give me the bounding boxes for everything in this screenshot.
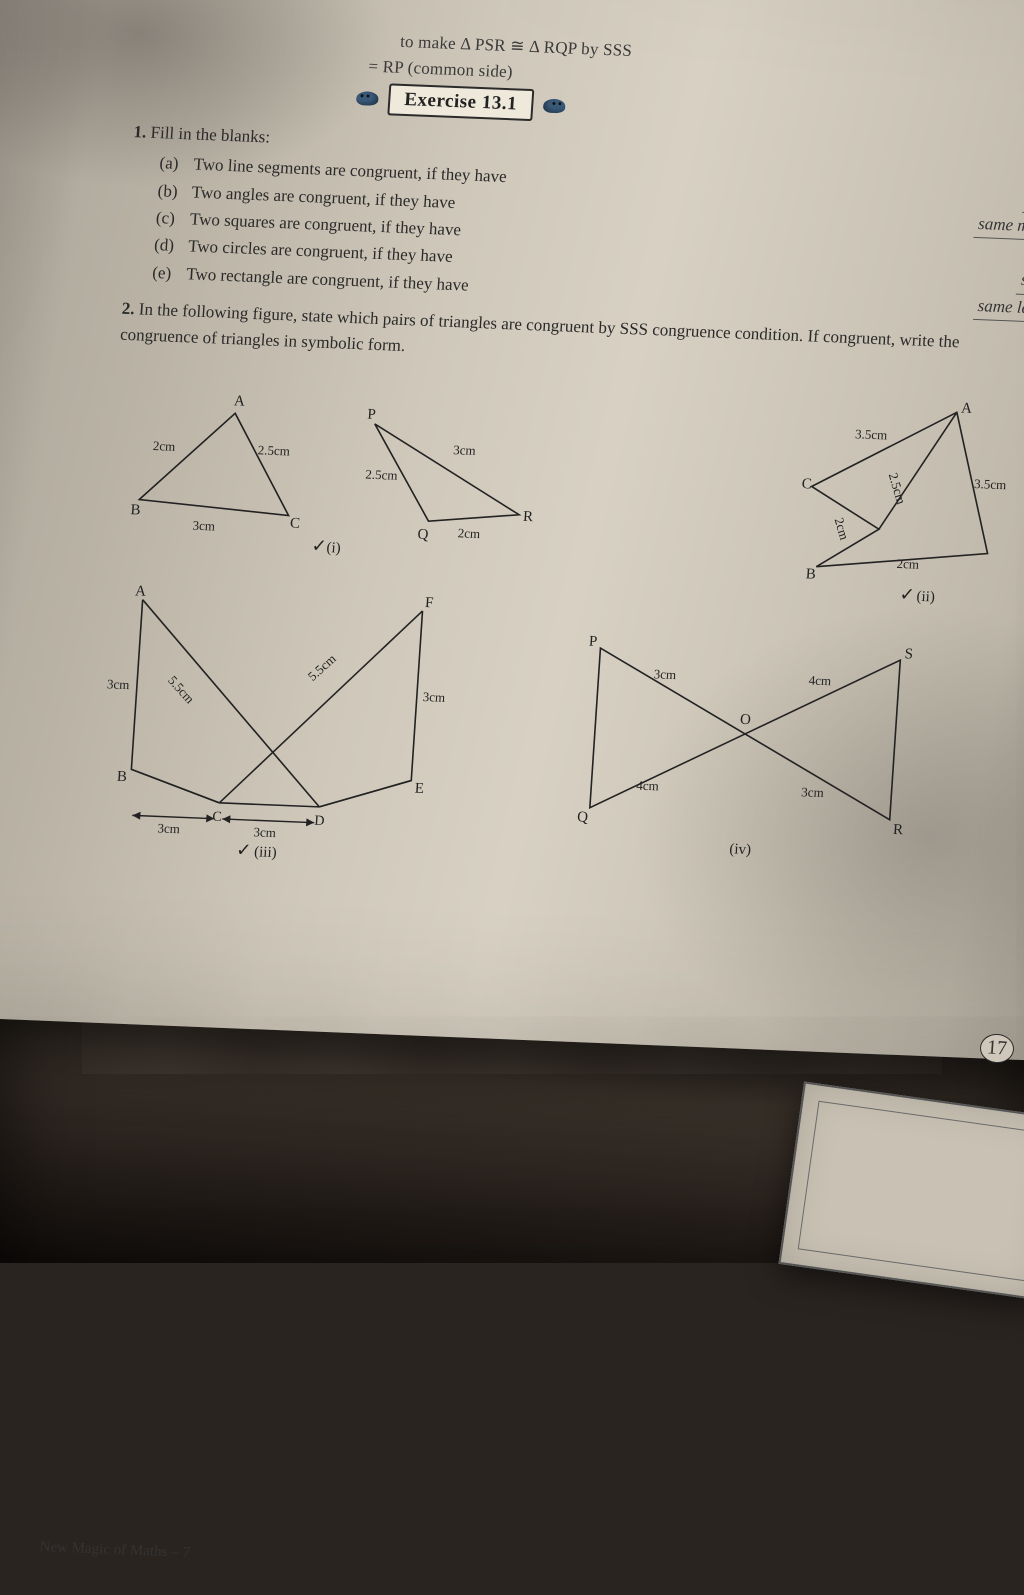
figure-iv: P Q S R O 3cm 4cm 4cm 3cm (iv)	[555, 617, 952, 892]
q1c-label: (c)	[155, 205, 191, 234]
fig4-roman: (iv)	[729, 841, 752, 858]
fig3-BC: 3cm	[157, 820, 180, 836]
fig3-C: C	[212, 809, 222, 824]
figure-ii: A C B 3.5cm 3.5cm 2.5cm 2cm 2cm ✓ (ii)	[643, 390, 1017, 624]
next-page-corner	[778, 1082, 1024, 1301]
fig4-OR: 3cm	[801, 784, 824, 800]
q1e-hand: same length and b	[973, 293, 1024, 326]
fig4-O: O	[739, 711, 751, 727]
fig3-D: D	[314, 813, 325, 828]
fig3-B: B	[116, 769, 127, 785]
fig3-tick: ✓	[236, 839, 252, 860]
fig2-roman: (ii)	[916, 589, 935, 606]
fig1-QR: 2cm	[457, 525, 480, 541]
q1-stem: Fill in the blanks:	[150, 123, 271, 147]
fig1-A: A	[233, 393, 245, 409]
fig4-P: P	[588, 633, 597, 649]
fig4-S: S	[904, 646, 913, 662]
fig2-A: A	[961, 400, 973, 416]
fig4-Q: Q	[577, 809, 589, 825]
bug-icon	[356, 91, 379, 106]
bug-icon	[543, 99, 566, 114]
q1d-hand: same radius	[1016, 267, 1024, 298]
fig2-side35a: 3.5cm	[855, 426, 888, 442]
fig3-roman: (iii)	[254, 844, 278, 861]
figure-i: B A C 2cm 2.5cm 3cm P Q R 2.5cm 3cm 2cm …	[115, 379, 557, 576]
figure-iii: A F B C D E 3cm 3cm 5.5cm 5.5cm 3cm 3cm …	[86, 568, 534, 865]
fig2-B: B	[805, 566, 816, 582]
fig1-C: C	[290, 515, 301, 531]
fig4-PO: 3cm	[653, 666, 676, 682]
fig1-P: P	[367, 406, 376, 422]
fig3-DE: 3cm	[253, 824, 276, 840]
q1d-label: (d)	[153, 232, 189, 261]
fig3-A: A	[135, 583, 147, 599]
fig3-F: F	[425, 595, 434, 611]
figures: B A C 2cm 2.5cm 3cm P Q R 2.5cm 3cm 2cm …	[79, 368, 1024, 986]
page-footer: New Magic of Maths – 7	[39, 1539, 190, 1562]
fig1-roman: (i)	[326, 540, 341, 557]
fig1-AB: 2cm	[152, 438, 175, 454]
q1-number: 1.	[133, 122, 147, 141]
fig4-R: R	[893, 822, 904, 838]
fig2-side35b: 3.5cm	[974, 476, 1007, 492]
fig3-BFalt: 5.5cm	[305, 651, 339, 684]
fig3-AB: 3cm	[107, 676, 130, 692]
fig1-AC: 2.5cm	[257, 442, 290, 458]
fig4-OS: 4cm	[808, 672, 831, 688]
fig2-AB: 2cm	[832, 516, 853, 542]
fig2-BC: 2cm	[896, 556, 919, 572]
fig1-PR: 3cm	[453, 442, 476, 458]
fig1-PQ: 2.5cm	[365, 466, 398, 482]
fig4-QO: 4cm	[636, 777, 659, 793]
q2-number: 2.	[121, 299, 135, 318]
fig2-C: C	[801, 476, 812, 492]
fig3-EF: 3cm	[422, 689, 445, 705]
fig3-AD: 5.5cm	[165, 672, 198, 706]
q1a-label: (a)	[159, 151, 195, 180]
fig2-tick: ✓	[899, 584, 915, 605]
q1b-label: (b)	[157, 178, 193, 207]
fig1-tick: ✓	[311, 535, 327, 556]
fig3-E: E	[414, 780, 424, 796]
fig1-BC: 3cm	[192, 517, 215, 533]
q1e-label: (e)	[151, 260, 187, 289]
fig1-Q: Q	[417, 526, 429, 542]
question-1: 1. Fill in the blanks: (a) Two line segm…	[123, 119, 1024, 325]
fig1-R: R	[522, 509, 533, 525]
fig2-AC: 2.5cm	[886, 471, 909, 506]
fig1-B: B	[130, 502, 141, 518]
exercise-pill: Exercise 13.1	[387, 83, 534, 121]
